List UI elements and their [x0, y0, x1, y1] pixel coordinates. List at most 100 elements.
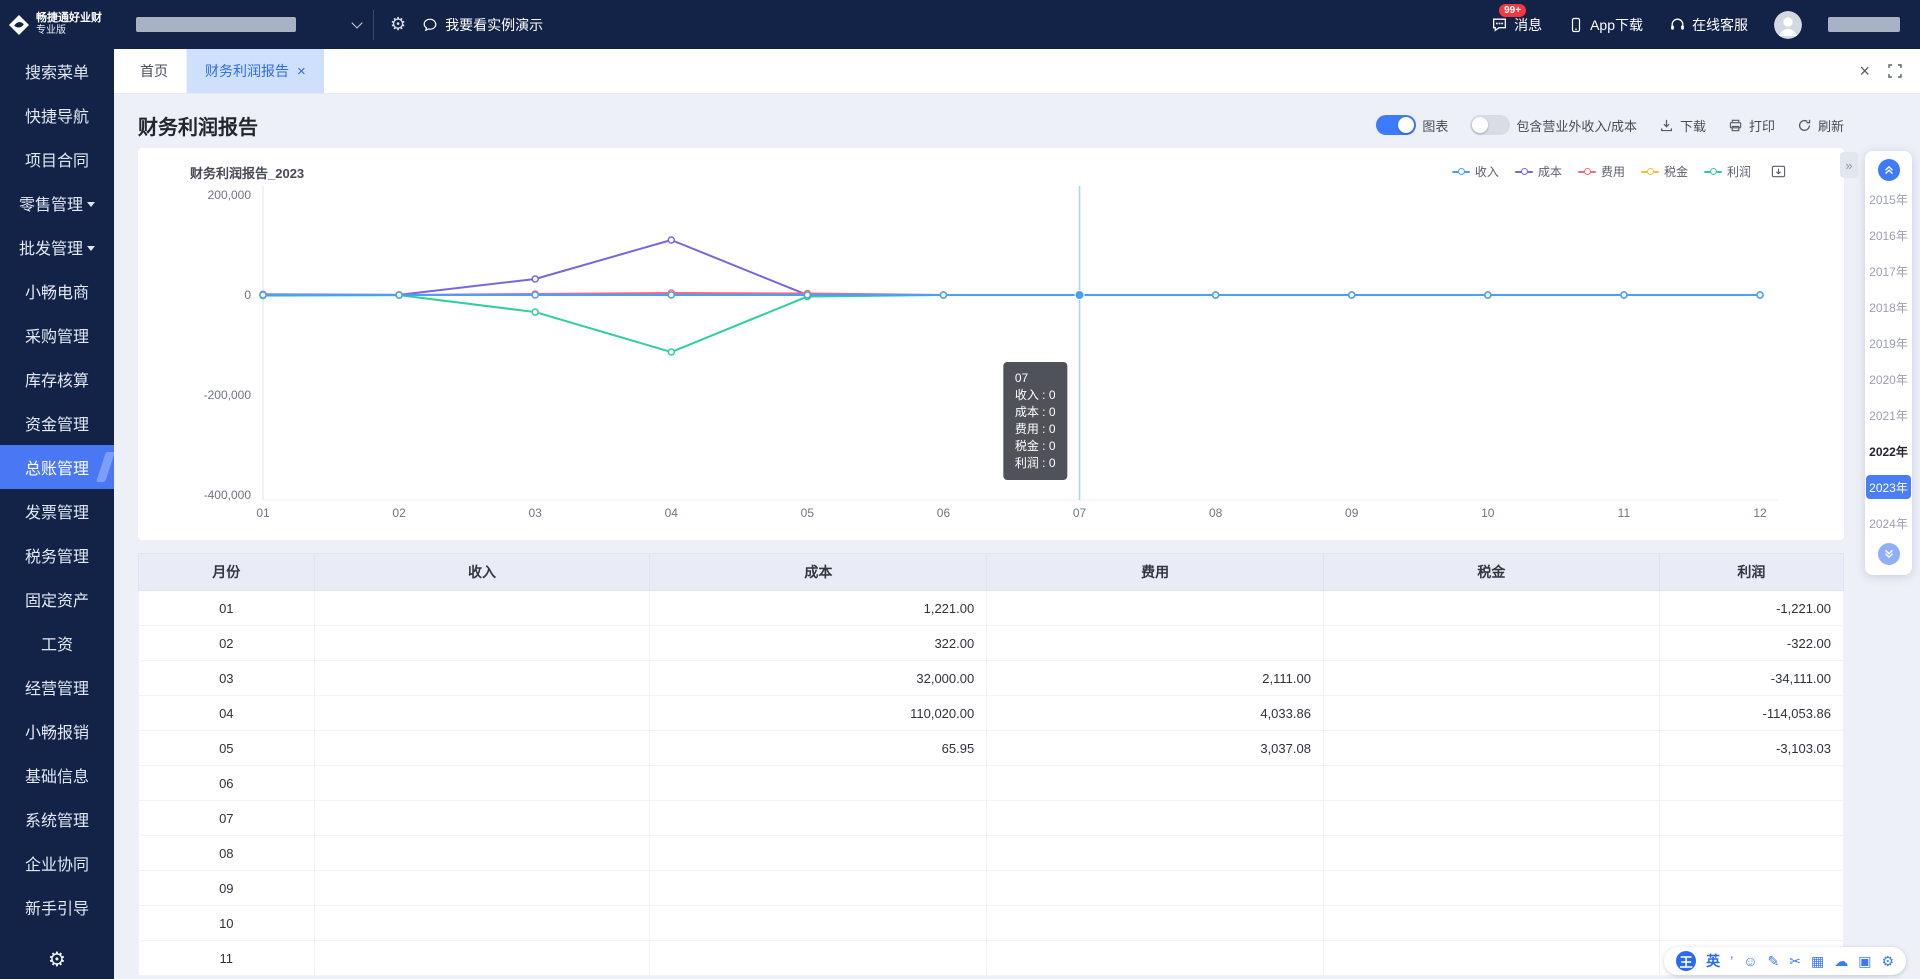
app-download-button[interactable]: App下载 — [1568, 15, 1643, 35]
value-cell — [986, 905, 1324, 941]
value-cell — [313, 660, 651, 696]
refresh-button[interactable]: 刷新 — [1797, 116, 1844, 135]
legend-item[interactable]: 税金 — [1640, 163, 1688, 180]
save-image-icon[interactable] — [1771, 164, 1786, 179]
value-cell — [649, 905, 988, 941]
column-header: 月份 — [138, 553, 315, 591]
value-cell — [313, 765, 651, 801]
year-item[interactable]: 2017年 — [1869, 264, 1908, 279]
cut-icon[interactable]: ✂ — [1789, 953, 1801, 969]
page-controls: 图表 包含营业外收入/成本 下载 — [1376, 115, 1844, 135]
sidebar-item[interactable]: 基础信息 — [0, 753, 114, 797]
chart-area[interactable]: 200,000 0 -200,000 -400,000 01 02 03 04 05 06 07 08… — [138, 148, 1844, 540]
sidebar-item[interactable]: 搜索菜单 — [0, 49, 114, 93]
column-header: 费用 — [986, 553, 1324, 591]
demo-link[interactable]: 我要看实例演示 — [422, 15, 543, 35]
year-item[interactable]: 2018年 — [1869, 300, 1908, 315]
org-selector-dropdown[interactable] — [124, 9, 374, 40]
handwriting-icon[interactable]: ✎ — [1767, 953, 1780, 969]
table-row: 10 — [138, 905, 1845, 941]
avatar[interactable] — [1774, 10, 1802, 39]
sidebar-item[interactable]: 批发管理 — [0, 225, 114, 269]
value-cell — [1322, 905, 1660, 941]
sidebar-item[interactable]: 新手引导 — [0, 885, 114, 929]
sidebar-item[interactable]: 税务管理 — [0, 533, 114, 577]
month-cell: 10 — [138, 905, 315, 941]
sidebar-item[interactable]: 经营管理 — [0, 665, 114, 709]
fullscreen-icon[interactable] — [1888, 64, 1902, 78]
settings-gear-icon[interactable]: ⚙ — [390, 14, 407, 34]
tab-close-icon[interactable]: × — [297, 62, 306, 80]
value-cell — [313, 905, 651, 941]
sidebar-item-label: 零售管理 — [18, 197, 83, 214]
sidebar-item[interactable]: 系统管理 — [0, 797, 114, 841]
year-item[interactable]: 2022年 — [1869, 444, 1908, 459]
sidebar-item[interactable]: 固定资产 — [0, 577, 114, 621]
cloud-icon[interactable]: ☁ — [1834, 953, 1849, 969]
messages-button[interactable]: 消息 99+ — [1491, 3, 1542, 35]
message-icon — [1491, 16, 1508, 33]
value-cell — [986, 940, 1324, 976]
value-cell — [1658, 800, 1845, 836]
value-cell — [1322, 765, 1660, 801]
tab-bar: 首页 财务利润报告 × × — [114, 49, 1920, 94]
refresh-label: 刷新 — [1817, 118, 1844, 134]
legend-item[interactable]: 费用 — [1577, 163, 1625, 180]
keyboard-icon[interactable]: ▦ — [1810, 953, 1825, 969]
clipboard-icon[interactable]: ▣ — [1858, 953, 1872, 969]
tab[interactable]: 首页 — [122, 49, 187, 93]
ime-language-indicator[interactable]: 英 — [1706, 953, 1721, 969]
chart-toggle[interactable] — [1376, 115, 1417, 135]
sidebar-item[interactable]: 小畅电商 — [0, 269, 114, 313]
year-item[interactable]: 2024年 — [1869, 516, 1908, 531]
ime-mode-icon[interactable]: 王 — [1676, 951, 1697, 971]
value-cell — [313, 590, 651, 626]
profit-chart-svg: 200,000 0 -200,000 -400,000 01 02 03 04 05 06 07 08… — [204, 186, 1778, 520]
sidebar-item[interactable]: 发票管理 — [0, 489, 114, 533]
sidebar-item[interactable]: 库存核算 — [0, 357, 114, 401]
ime-toolbar[interactable]: 王英 ’ ☺ ✎ ✂ ▦ ☁ ▣ ⚙ — [1664, 947, 1906, 975]
year-panel-collapse-handle[interactable]: » — [1840, 152, 1858, 178]
legend-item[interactable]: 收入 — [1451, 163, 1499, 180]
svg-text:08: 08 — [1209, 506, 1223, 520]
value-cell — [313, 870, 651, 906]
year-item[interactable]: 2020年 — [1869, 372, 1908, 387]
sidebar-item[interactable]: 小畅报销 — [0, 709, 114, 753]
year-item[interactable]: 2019年 — [1869, 336, 1908, 351]
year-item[interactable]: 2016年 — [1869, 228, 1908, 243]
include-nonoperating-toggle[interactable] — [1470, 115, 1511, 135]
sidebar-item[interactable]: 零售管理 — [0, 181, 114, 225]
value-cell: 4,033.86 — [986, 695, 1324, 731]
support-label: 在线客服 — [1692, 16, 1748, 33]
chat-bubble-icon — [422, 17, 438, 33]
year-item[interactable]: 2015年 — [1869, 192, 1908, 207]
legend-item[interactable]: 成本 — [1514, 163, 1562, 180]
sidebar-item-label: 发票管理 — [24, 505, 89, 522]
legend-item[interactable]: 利润 — [1703, 163, 1751, 180]
sidebar-item[interactable]: 资金管理 — [0, 401, 114, 445]
close-icon[interactable]: × — [1859, 60, 1870, 81]
value-cell — [649, 800, 988, 836]
sidebar-item[interactable]: 总账管理 — [0, 445, 114, 489]
year-item[interactable]: 2021年 — [1869, 408, 1908, 423]
sidebar-item[interactable]: 快捷导航 — [0, 93, 114, 137]
emoji-icon[interactable]: ☺ — [1743, 953, 1758, 969]
scroll-down-button[interactable] — [1877, 543, 1900, 565]
year-item[interactable]: 2023年 — [1866, 475, 1911, 499]
sidebar-item[interactable]: 工资 — [0, 621, 114, 665]
punctuation-icon[interactable]: ’ — [1730, 953, 1734, 969]
month-cell: 02 — [138, 625, 315, 661]
sidebar-item-label: 固定资产 — [24, 593, 89, 610]
scroll-up-button[interactable] — [1877, 159, 1900, 181]
download-button[interactable]: 下载 — [1659, 116, 1706, 135]
sidebar-item[interactable]: 企业协同 — [0, 841, 114, 885]
toolbox-icon[interactable]: ⚙ — [1881, 953, 1894, 969]
sidebar-item[interactable]: 采购管理 — [0, 313, 114, 357]
tab[interactable]: 财务利润报告 × — [187, 49, 324, 93]
support-button[interactable]: 在线客服 — [1669, 15, 1748, 35]
sidebar-settings-gear-icon[interactable]: ⚙ — [48, 948, 66, 971]
tab-label: 财务利润报告 — [205, 63, 289, 79]
print-button[interactable]: 打印 — [1728, 116, 1775, 135]
legend-marker — [1514, 167, 1533, 175]
sidebar-item[interactable]: 项目合同 — [0, 137, 114, 181]
